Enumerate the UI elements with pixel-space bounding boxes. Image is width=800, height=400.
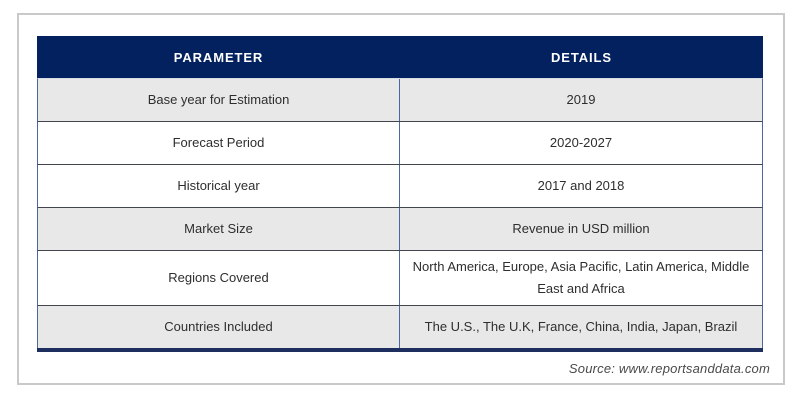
details-cell: Revenue in USD million [512,220,650,236]
details-cell: The U.S., The U.K, France, China, India,… [424,319,738,335]
details-cell: North America, Europe, Asia Pacific, Lat… [412,259,750,297]
parameter-cell: Base year for Estimation [38,79,400,121]
header-cell-details: DETAILS [551,49,612,65]
table-row: Countries Included The U.S., The U.K, Fr… [37,305,763,349]
spec-table: PARAMETER DETAILS Base year for Estimati… [37,36,763,353]
table-row: Forecast Period 2020-2027 [37,121,763,164]
table-row: Historical year 2017 and 2018 [37,164,763,207]
table-row: Market Size Revenue in USD million [37,207,763,250]
details-cell: 2020-2027 [549,134,613,150]
details-cell: 2017 and 2018 [537,177,625,193]
source-credit: Source: www.reportsanddata.com [568,361,770,376]
parameter-cell: Countries Included [38,306,400,349]
header-cell-parameter: PARAMETER [173,49,264,65]
table-row: Regions Covered North America, Europe, A… [37,250,763,306]
details-cell: 2019 [566,91,596,107]
table-body: Base year for Estimation 2019 Forecast P… [37,78,763,349]
table-row: Base year for Estimation 2019 [37,78,763,121]
parameter-cell: Forecast Period [38,122,400,164]
parameter-cell: Regions Covered [38,251,400,306]
parameter-cell: Historical year [38,165,400,207]
parameter-cell: Market Size [38,208,400,250]
table-header-row: PARAMETER DETAILS [37,36,763,78]
